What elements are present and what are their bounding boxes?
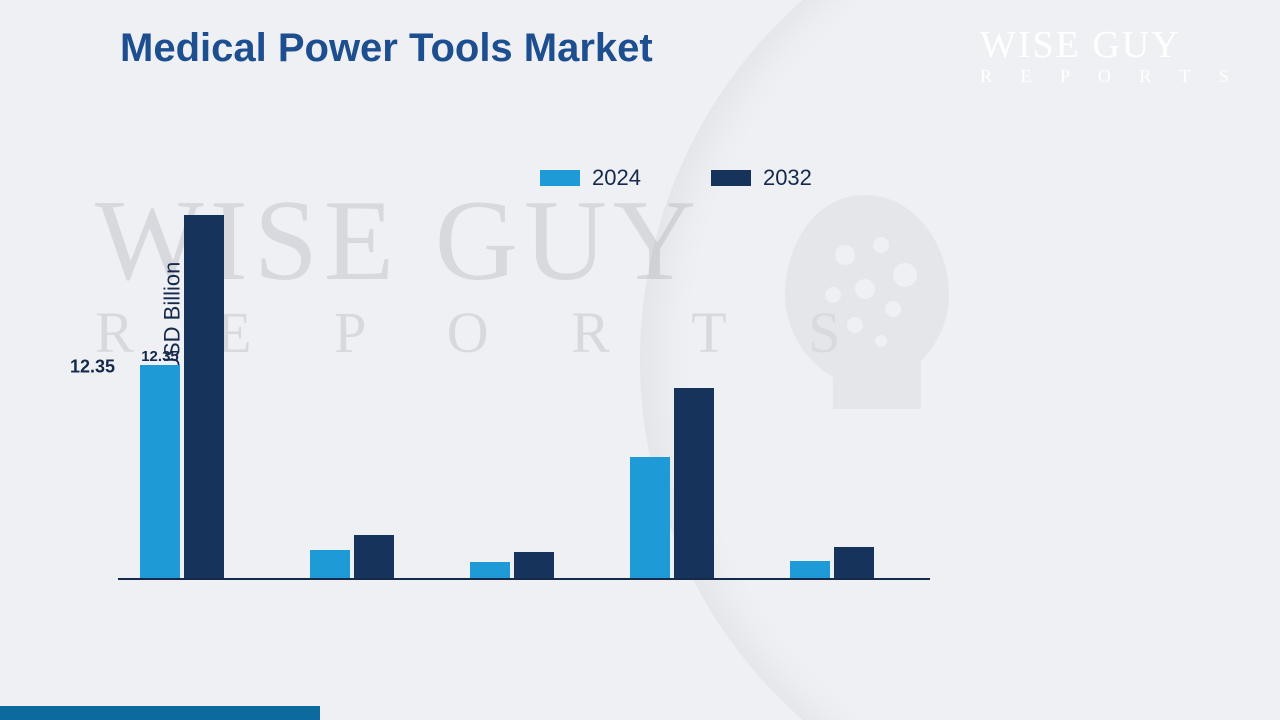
bar-value-label: 12.35 xyxy=(140,348,180,365)
chart-title: Medical Power Tools Market xyxy=(120,26,653,71)
bar-2032 xyxy=(184,215,224,578)
page-root: WISE GUY R E P O R T S Medical Power Too… xyxy=(0,0,1280,720)
bar-2032 xyxy=(834,547,874,578)
y-tick-label: 12.35 xyxy=(70,356,115,377)
legend-item-2032: 2032 xyxy=(711,165,812,191)
bar-2032 xyxy=(674,388,714,578)
brand-line1: WISE GUY xyxy=(980,26,1241,64)
bottom-accent-bar xyxy=(0,706,320,720)
plot-area: 12.35NORTH AMERICAEUROPESOUTH AMERICAASI… xyxy=(118,200,930,580)
bar-2024: 12.35 xyxy=(140,365,180,578)
brand-line2: R E P O R T S xyxy=(980,66,1241,87)
legend-item-2024: 2024 xyxy=(540,165,641,191)
x-axis-baseline xyxy=(118,578,930,580)
chart-area: Market Size in USD Billion 12.35NORTH AM… xyxy=(100,200,930,580)
bar-2024 xyxy=(470,562,510,578)
legend-label-2024: 2024 xyxy=(592,165,641,191)
legend-swatch-2032 xyxy=(711,170,751,186)
bar-2024 xyxy=(630,457,670,578)
bar-2024 xyxy=(790,561,830,578)
bar-2032 xyxy=(514,552,554,578)
legend-swatch-2024 xyxy=(540,170,580,186)
legend-label-2032: 2032 xyxy=(763,165,812,191)
legend: 2024 2032 xyxy=(540,165,812,191)
brand-logo: WISE GUY R E P O R T S xyxy=(980,26,1240,96)
bar-2024 xyxy=(310,550,350,578)
bar-2032 xyxy=(354,535,394,578)
